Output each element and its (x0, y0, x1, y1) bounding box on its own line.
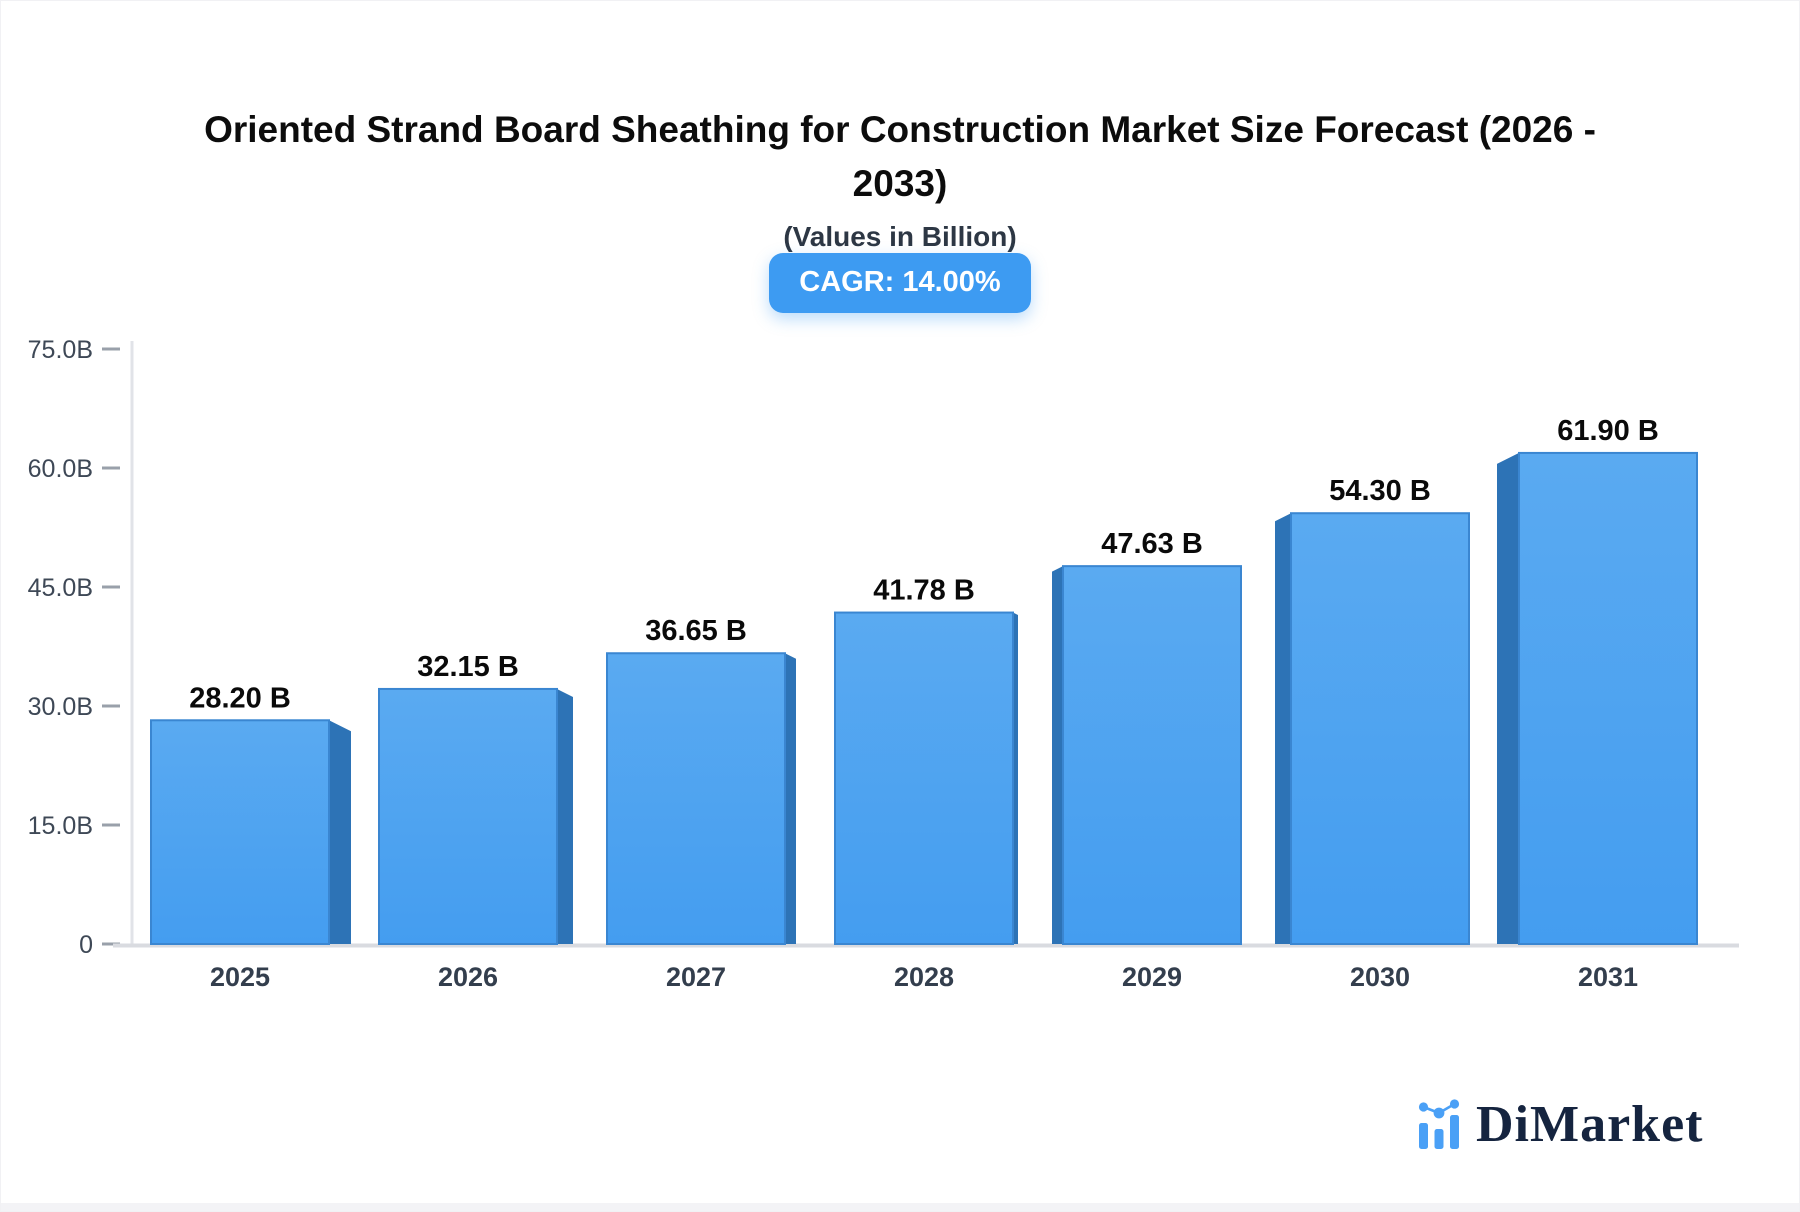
data-label: 41.78 B (873, 575, 975, 607)
data-label: 32.15 B (417, 651, 519, 683)
bar-side-face (1052, 566, 1063, 944)
bar-2029[interactable] (1062, 565, 1242, 945)
bar-side-face (1013, 612, 1018, 944)
y-axis-label: 45.0B (28, 574, 93, 602)
data-label: 36.65 B (645, 615, 747, 647)
chart-title-line2: 2033) (852, 163, 948, 204)
bar-2026[interactable] (378, 687, 558, 946)
logo-text: DiMarket (1476, 1096, 1704, 1153)
bar-2031[interactable] (1518, 451, 1698, 945)
x-axis-label: 2025 (210, 962, 270, 992)
bar-2028[interactable] (834, 611, 1014, 946)
dimarket-logo: DiMarket (1414, 1095, 1703, 1154)
bar-chart-icon (1418, 1098, 1460, 1149)
x-axis-label: 2029 (1122, 962, 1182, 992)
bars-layer (150, 451, 1698, 946)
y-axis-label: 30.0B (28, 693, 93, 721)
x-axis-label: 2027 (666, 962, 726, 992)
bar-side-face (785, 653, 796, 944)
data-label: 47.63 B (1101, 528, 1203, 560)
y-axis-label: 0 (79, 931, 93, 959)
bar-2030[interactable] (1290, 512, 1470, 945)
bar-2025[interactable] (150, 719, 330, 946)
bar-side-face (329, 720, 351, 944)
labels-layer: 28.20 B 2025 32.15 B 2026 36.65 B 2027 41.78 B… (189, 415, 1659, 992)
chart-title-line1: Oriented Strand Board Sheathing for Cons… (204, 109, 1596, 150)
x-axis-label: 2030 (1350, 962, 1410, 992)
x-axis-label: 2031 (1578, 962, 1638, 992)
data-label: 28.20 B (189, 682, 291, 714)
y-axis-label: 75.0B (28, 336, 93, 364)
data-label: 54.30 B (1329, 475, 1431, 507)
bottom-strip (1, 1203, 1799, 1211)
chart-subtitle: (Values in Billion) (783, 221, 1017, 252)
data-label: 61.90 B (1557, 415, 1659, 447)
bar-2027[interactable] (606, 652, 786, 945)
bar-side-face (1275, 513, 1291, 944)
cagr-badge: CAGR: 14.00% (769, 253, 1031, 313)
chart-title: Oriented Strand Board Sheathing for Cons… (1, 103, 1799, 211)
axis-layer: 0 15.0B 30.0B 45.0B 60.0B 75.0B (28, 336, 1739, 959)
y-axis-label: 60.0B (28, 455, 93, 483)
bar-side-face (557, 688, 573, 944)
x-axis-label: 2026 (438, 962, 498, 992)
cagr-badge-row: CAGR: 14.00% (1, 253, 1799, 313)
x-axis-label: 2028 (894, 962, 954, 992)
y-axis-label: 15.0B (28, 812, 93, 840)
bar-side-face (1497, 452, 1519, 944)
